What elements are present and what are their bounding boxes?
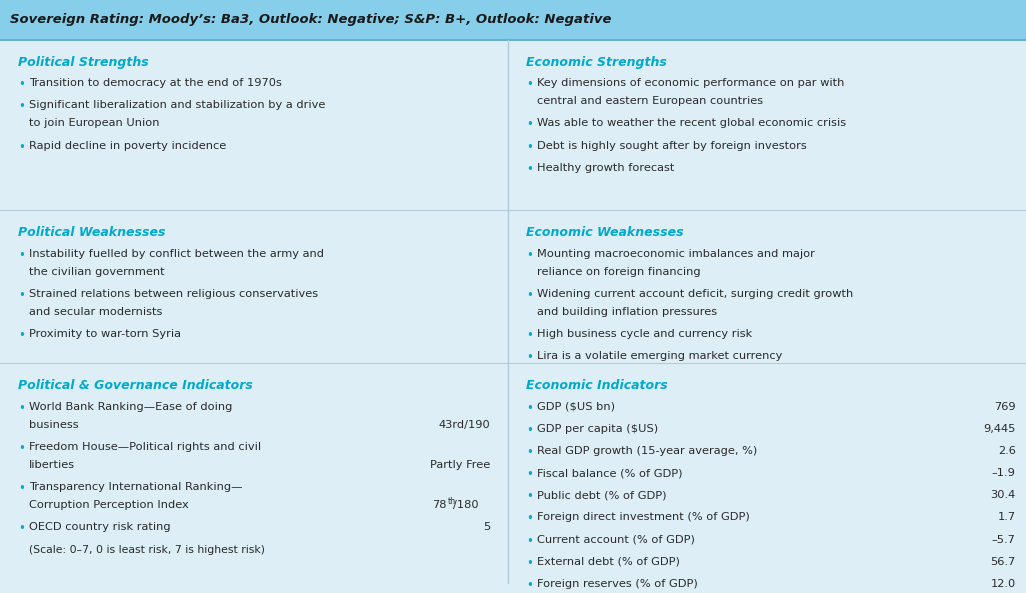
Text: •: • [526,490,534,503]
FancyBboxPatch shape [0,0,1026,40]
Text: 2.6: 2.6 [998,446,1016,456]
Text: External debt (% of GDP): External debt (% of GDP) [537,557,679,567]
Text: Fiscal balance (% of GDP): Fiscal balance (% of GDP) [537,468,682,478]
Text: OECD country risk rating: OECD country risk rating [29,522,170,533]
Text: Rapid decline in poverty incidence: Rapid decline in poverty incidence [29,141,226,151]
Text: Economic Indicators: Economic Indicators [526,380,668,393]
Text: Transparency International Ranking—: Transparency International Ranking— [29,482,242,492]
Text: •: • [526,141,534,154]
Text: Political Weaknesses: Political Weaknesses [18,227,166,240]
Text: reliance on foreign financing: reliance on foreign financing [537,267,700,277]
Text: Healthy growth forecast: Healthy growth forecast [537,163,674,173]
Text: the civilian government: the civilian government [29,267,164,277]
Text: Partly Free: Partly Free [430,460,490,470]
Text: (Scale: 0–7, 0 is least risk, 7 is highest risk): (Scale: 0–7, 0 is least risk, 7 is highe… [29,544,265,554]
Text: Widening current account deficit, surging credit growth: Widening current account deficit, surgin… [537,289,853,299]
Text: •: • [18,401,26,415]
Text: Was able to weather the recent global economic crisis: Was able to weather the recent global ec… [537,119,845,129]
Text: Sovereign Rating: Moody’s: Ba3, Outlook: Negative; S&P: B+, Outlook: Negative: Sovereign Rating: Moody’s: Ba3, Outlook:… [10,14,611,26]
Text: •: • [526,289,534,302]
Text: Corruption Perception Index: Corruption Perception Index [29,500,189,510]
Text: central and eastern European countries: central and eastern European countries [537,96,762,106]
Text: •: • [526,248,534,262]
Text: Political Strengths: Political Strengths [18,56,149,69]
Text: 9,445: 9,445 [983,424,1016,433]
Text: GDP ($US bn): GDP ($US bn) [537,401,615,412]
Text: business: business [29,420,78,430]
Text: •: • [18,329,26,342]
Text: GDP per capita ($US): GDP per capita ($US) [537,424,658,433]
Text: •: • [526,468,534,481]
Text: •: • [18,78,26,91]
Text: Economic Strengths: Economic Strengths [526,56,667,69]
Text: •: • [18,442,26,455]
Text: •: • [18,141,26,154]
Text: •: • [18,522,26,535]
Text: •: • [18,248,26,262]
Text: •: • [526,446,534,459]
Text: Public debt (% of GDP): Public debt (% of GDP) [537,490,666,500]
Text: •: • [526,78,534,91]
Text: •: • [526,163,534,176]
Text: 5: 5 [483,522,490,533]
Text: and building inflation pressures: and building inflation pressures [537,307,717,317]
Text: to join European Union: to join European Union [29,119,159,129]
Text: Foreign direct investment (% of GDP): Foreign direct investment (% of GDP) [537,512,749,522]
Text: •: • [526,424,534,436]
Text: /180: /180 [453,500,479,510]
Text: Economic Weaknesses: Economic Weaknesses [526,227,684,240]
Text: World Bank Ranking—Ease of doing: World Bank Ranking—Ease of doing [29,401,232,412]
Text: High business cycle and currency risk: High business cycle and currency risk [537,329,752,339]
Text: and secular modernists: and secular modernists [29,307,162,317]
Text: •: • [526,401,534,415]
Text: Proximity to war-torn Syria: Proximity to war-torn Syria [29,329,181,339]
Text: 43rd/190: 43rd/190 [439,420,490,430]
Text: •: • [526,535,534,547]
Text: Strained relations between religious conservatives: Strained relations between religious con… [29,289,318,299]
Text: •: • [526,329,534,342]
Text: •: • [526,512,534,525]
Text: Key dimensions of economic performance on par with: Key dimensions of economic performance o… [537,78,844,88]
Text: liberties: liberties [29,460,75,470]
Text: Real GDP growth (15-year average, %): Real GDP growth (15-year average, %) [537,446,757,456]
Text: •: • [18,100,26,113]
Text: Foreign reserves (% of GDP): Foreign reserves (% of GDP) [537,579,698,589]
Text: Significant liberalization and stabilization by a drive: Significant liberalization and stabiliza… [29,100,325,110]
Text: Lira is a volatile emerging market currency: Lira is a volatile emerging market curre… [537,352,782,361]
Text: Mounting macroeconomic imbalances and major: Mounting macroeconomic imbalances and ma… [537,248,815,259]
Text: •: • [526,352,534,364]
Text: –1.9: –1.9 [992,468,1016,478]
Text: 30.4: 30.4 [990,490,1016,500]
Text: •: • [526,119,534,132]
Text: 12.0: 12.0 [990,579,1016,589]
Text: •: • [526,579,534,592]
Text: 56.7: 56.7 [990,557,1016,567]
Text: Political & Governance Indicators: Political & Governance Indicators [18,380,253,393]
Text: 769: 769 [994,401,1016,412]
Text: th: th [447,497,456,506]
Text: Freedom House—Political rights and civil: Freedom House—Political rights and civil [29,442,261,452]
Text: 78: 78 [432,500,446,510]
Text: Instability fuelled by conflict between the army and: Instability fuelled by conflict between … [29,248,324,259]
Text: •: • [18,289,26,302]
Text: •: • [526,557,534,570]
Text: 1.7: 1.7 [997,512,1016,522]
Text: Transition to democracy at the end of 1970s: Transition to democracy at the end of 19… [29,78,281,88]
Text: Current account (% of GDP): Current account (% of GDP) [537,535,695,544]
Text: •: • [18,482,26,495]
Text: Debt is highly sought after by foreign investors: Debt is highly sought after by foreign i… [537,141,806,151]
Text: –5.7: –5.7 [992,535,1016,544]
